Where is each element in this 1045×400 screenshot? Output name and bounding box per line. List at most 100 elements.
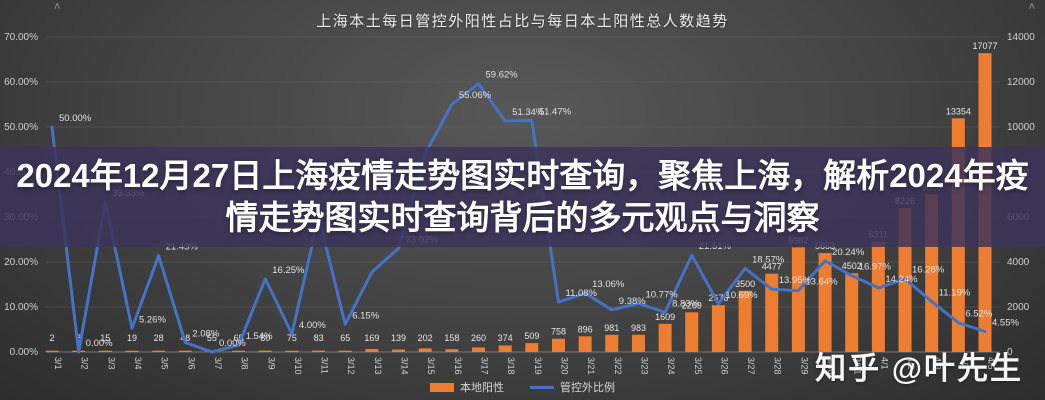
bar-value-label: 13354: [946, 106, 971, 116]
bar-value-label: 983: [631, 323, 646, 333]
bar: [125, 350, 139, 352]
bar: [525, 343, 539, 352]
bar-value-label: 65: [340, 333, 350, 343]
x-tick-label: 3/5: [160, 357, 170, 370]
left-axis-tick-label: 20.00%: [4, 257, 38, 268]
bar: [578, 336, 592, 352]
bar-value-label: 2676: [708, 293, 728, 303]
bar-series-swatch: [430, 382, 454, 392]
line-point-label: 5.26%: [139, 314, 166, 325]
line-point-label: 50.00%: [59, 113, 92, 124]
bar: [338, 350, 352, 352]
x-tick-label: 4/3: [933, 357, 943, 370]
bar-value-label: 202: [418, 333, 433, 343]
bar: [472, 347, 486, 352]
right-axis-tick-label: 2000: [1007, 302, 1030, 313]
bar-value-label: 15: [100, 333, 110, 343]
x-tick-label: 3/4: [133, 357, 143, 370]
bar-value-label: 260: [471, 333, 486, 343]
x-tick-label: 3/8: [240, 357, 250, 370]
bar: [285, 350, 299, 352]
x-tick-label: 3/23: [639, 357, 649, 375]
bar: [418, 348, 432, 352]
line-point-label: 11.08%: [565, 288, 597, 299]
right-axis-tick-label: 0: [1007, 347, 1013, 358]
line-point-label: 1.54%: [246, 331, 273, 342]
x-tick-label: 3/30: [826, 357, 836, 375]
line-point-label: 13.95%: [779, 275, 812, 286]
bar: [258, 350, 272, 352]
left-axis-tick-label: 10.00%: [4, 302, 38, 313]
bar: [818, 253, 832, 352]
chart-legend: 本地阳性 管控外比例: [0, 378, 1045, 396]
x-tick-label: 4/1: [879, 357, 889, 370]
bar-value-label: 28: [154, 333, 164, 343]
left-axis-tick-label: 70.00%: [4, 32, 38, 43]
bar: [498, 345, 512, 352]
bar: [152, 350, 166, 352]
line-point-label: 8.83%: [672, 298, 699, 309]
bar-value-label: 55: [207, 333, 217, 343]
bar-value-label: 2269: [682, 300, 702, 310]
line-point-label: 20.24%: [832, 247, 865, 258]
line-point-label: 9.38%: [619, 296, 646, 307]
line-point-label: 13.06%: [592, 279, 625, 290]
bar: [605, 334, 619, 352]
x-tick-label: 3/9: [266, 357, 276, 370]
x-tick-label: 3/18: [506, 357, 516, 375]
bar-value-label: 374: [498, 333, 513, 343]
x-tick-label: 3/27: [746, 357, 756, 375]
line-point-label: 13.64%: [805, 277, 838, 288]
legend-item-bars: 本地阳性: [430, 379, 504, 395]
x-tick-label: 3/29: [799, 357, 809, 375]
bar: [738, 290, 752, 352]
left-axis-tick-label: 0.00%: [10, 347, 38, 358]
bar-value-label: 19: [127, 333, 137, 343]
bar-value-label: 2: [49, 333, 54, 343]
line-point-label: 14.24%: [885, 274, 918, 285]
bar-value-label: 139: [391, 333, 406, 343]
legend-label-line: 管控外比例: [560, 382, 615, 394]
line-point-label: 6.52%: [965, 309, 992, 320]
left-axis-tick-label: 50.00%: [4, 122, 38, 133]
line-point-label: 51.34%: [512, 107, 545, 118]
line-point-label: 21.43%: [166, 242, 199, 253]
line-point-label: 4.00%: [299, 320, 326, 331]
headline-line-1: 2024年12月27日上海疫情走势图实时查询，聚焦上海，解析2024年疫: [16, 156, 1029, 194]
x-tick-label: 4/4: [959, 357, 969, 370]
x-tick-label: 3/11: [320, 357, 330, 374]
line-point-label: 16.28%: [912, 265, 945, 276]
right-axis-tick-label: 4000: [1007, 257, 1030, 268]
line-point-label: 16.25%: [272, 265, 305, 276]
bar-value-label: 3500: [735, 279, 755, 289]
line-series: [50, 82, 987, 354]
bar-value-label: 509: [524, 331, 539, 341]
x-tick-label: 3/22: [613, 357, 623, 375]
bar: [392, 349, 406, 352]
line-point-label: 2.08%: [192, 329, 219, 340]
bar-value-label: 1609: [655, 312, 675, 322]
bar: [711, 305, 725, 352]
chart-title: 上海本土每日管控外阳性占比与每日本土阳性总人数趋势: [316, 13, 729, 30]
bar: [232, 350, 246, 352]
x-tick-label: 4/5: [986, 357, 996, 370]
x-tick-label: 3/16: [453, 357, 463, 375]
x-tick-label: 3/10: [293, 357, 303, 375]
bar: [631, 334, 645, 352]
x-tick-label: 3/1: [53, 357, 63, 370]
x-tick-label: 3/31: [853, 357, 863, 375]
x-tick-label: 3/15: [426, 357, 436, 375]
bar-value-label: 4477: [762, 262, 782, 272]
line-point-label: 11.19%: [939, 288, 971, 299]
line-point-label: 55.06%: [459, 90, 492, 101]
right-axis-tick-label: 10000: [1007, 122, 1035, 133]
bar-value-label: 981: [604, 323, 619, 333]
bar: [365, 349, 379, 352]
bar-value-label: 17077: [972, 41, 997, 51]
x-tick-label: 3/28: [773, 357, 783, 375]
line-point-label: 10.69%: [725, 290, 758, 301]
x-tick-label: 3/26: [719, 357, 729, 375]
line-point-label: 18.57%: [752, 254, 785, 265]
line-point-label: 0.00%: [86, 338, 113, 349]
right-axis-tick-label: 12000: [1007, 77, 1035, 88]
